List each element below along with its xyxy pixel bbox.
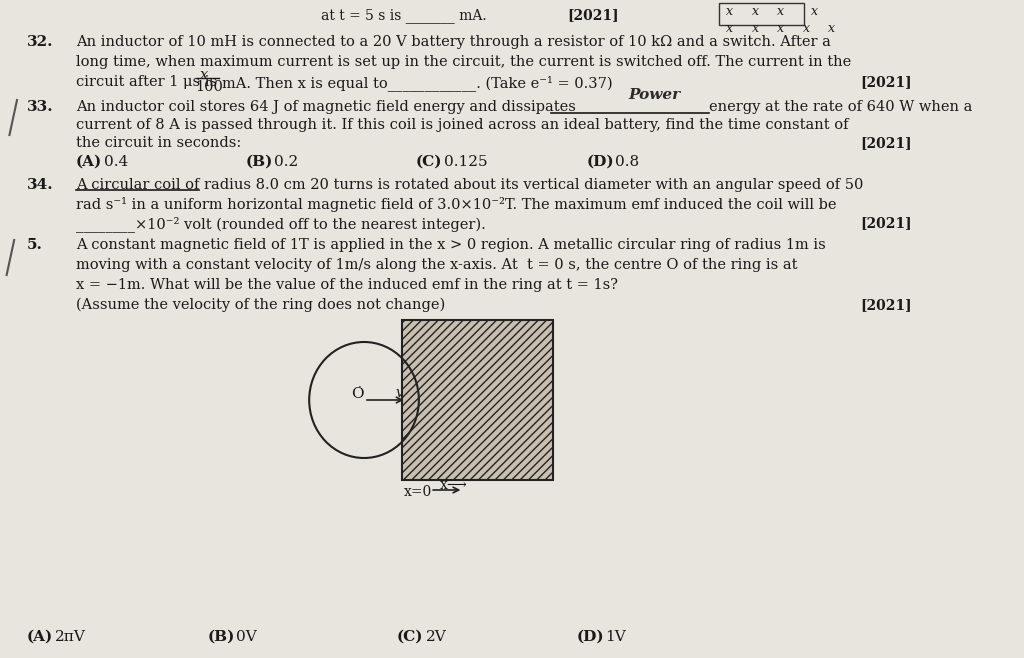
Text: 5.: 5.	[27, 238, 42, 252]
Text: [2021]: [2021]	[860, 298, 912, 312]
Text: Ȯ: Ȯ	[351, 387, 364, 401]
Text: 0.4: 0.4	[104, 155, 128, 169]
Text: A constant magnetic field of 1T is applied in the x > 0 region. A metallic circu: A constant magnetic field of 1T is appli…	[76, 238, 825, 252]
Text: 1V: 1V	[605, 630, 626, 644]
Text: 2πV: 2πV	[55, 630, 86, 644]
Text: 100: 100	[196, 80, 223, 94]
Text: [2021]: [2021]	[567, 8, 618, 22]
Text: circuit after 1 μs is: circuit after 1 μs is	[76, 75, 217, 89]
Text: 33.: 33.	[27, 100, 53, 114]
Text: (A): (A)	[76, 155, 102, 169]
Text: energy at the rate of 640 W when a: energy at the rate of 640 W when a	[710, 100, 973, 114]
Text: x = −1m. What will be the value of the induced emf in the ring at t = 1s?: x = −1m. What will be the value of the i…	[76, 278, 617, 292]
Text: A circular coil of radius 8.0 cm 20 turns is rotated about its vertical diameter: A circular coil of radius 8.0 cm 20 turn…	[76, 178, 863, 192]
Text: (A): (A)	[27, 630, 52, 644]
Text: x: x	[726, 22, 733, 35]
Text: moving with a constant velocity of 1m/s along the x-axis. At  t = 0 s, the centr: moving with a constant velocity of 1m/s …	[76, 258, 797, 272]
Text: x=0: x=0	[403, 485, 432, 499]
Text: (C): (C)	[397, 630, 424, 644]
Text: x: x	[752, 22, 759, 35]
Text: x: x	[777, 22, 784, 35]
Text: 0.125: 0.125	[444, 155, 488, 169]
Text: (D): (D)	[577, 630, 604, 644]
Text: 0V: 0V	[237, 630, 257, 644]
Bar	[719, 3, 804, 25]
Text: x: x	[828, 22, 836, 35]
Text: current of 8 A is passed through it. If this coil is joined across an ideal batt: current of 8 A is passed through it. If …	[76, 118, 848, 132]
Text: (D): (D)	[586, 155, 613, 169]
Text: (B): (B)	[246, 155, 273, 169]
Text: (B): (B)	[208, 630, 236, 644]
Text: x: x	[726, 5, 733, 18]
Text: (Assume the velocity of the ring does not change): (Assume the velocity of the ring does no…	[76, 298, 444, 313]
Text: rad s⁻¹ in a uniform horizontal magnetic field of 3.0×10⁻²T. The maximum emf ind: rad s⁻¹ in a uniform horizontal magnetic…	[76, 197, 837, 212]
Text: [2021]: [2021]	[860, 136, 912, 150]
Text: x: x	[811, 5, 818, 18]
Text: 0.2: 0.2	[274, 155, 298, 169]
Text: v: v	[395, 386, 403, 400]
Text: 2V: 2V	[426, 630, 446, 644]
Text: long time, when maximum current is set up in the circuit, the current is switche: long time, when maximum current is set u…	[76, 55, 851, 69]
Text: x: x	[201, 68, 209, 82]
Text: [2021]: [2021]	[860, 75, 912, 89]
Text: An inductor coil stores 64 J of magnetic field energy and dissipates: An inductor coil stores 64 J of magnetic…	[76, 100, 575, 114]
Text: Power: Power	[629, 88, 681, 102]
Text: 0.8: 0.8	[614, 155, 639, 169]
Bar	[401, 320, 553, 480]
Text: 34.: 34.	[27, 178, 53, 192]
Text: 32.: 32.	[27, 35, 53, 49]
Text: x: x	[777, 5, 784, 18]
Text: x⟶: x⟶	[439, 478, 467, 492]
Text: mA. Then x is equal to____________. (Take e⁻¹ = 0.37): mA. Then x is equal to____________. (Tak…	[222, 75, 612, 91]
Text: (C): (C)	[416, 155, 442, 169]
Text: [2021]: [2021]	[860, 216, 912, 230]
Text: the circuit in seconds:: the circuit in seconds:	[76, 136, 241, 150]
Text: x: x	[752, 5, 759, 18]
Text: at t = 5 s is _______ mA.: at t = 5 s is _______ mA.	[322, 8, 487, 23]
Text: ________×10⁻² volt (rounded off to the nearest integer).: ________×10⁻² volt (rounded off to the n…	[76, 216, 485, 232]
Text: x: x	[803, 22, 810, 35]
Text: An inductor of 10 mH is connected to a 20 V battery through a resistor of 10 kΩ : An inductor of 10 mH is connected to a 2…	[76, 35, 830, 49]
